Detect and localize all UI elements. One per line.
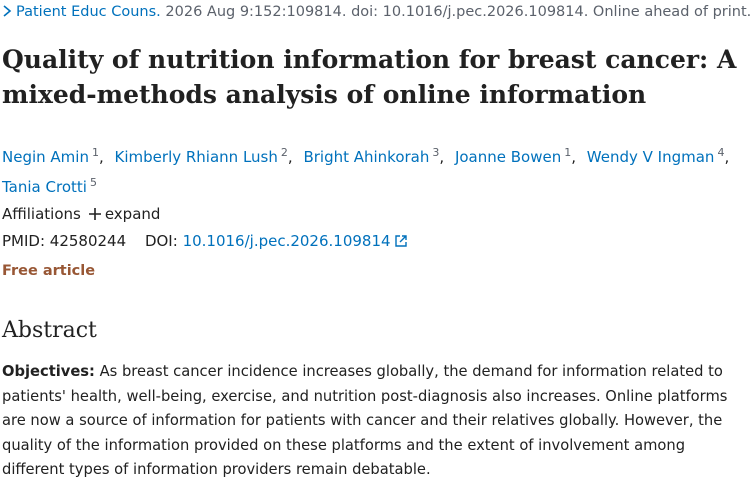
affiliation-number[interactable]: 4 xyxy=(717,146,725,159)
author: Bright Ahinkorah 3 xyxy=(303,146,450,166)
article-title: Quality of nutrition information for bre… xyxy=(2,45,737,109)
affiliations: Affiliations expand xyxy=(2,205,160,223)
objectives-label: Objectives: xyxy=(2,363,95,380)
affiliations-label: Affiliations xyxy=(2,205,81,223)
pmid: 42580244 xyxy=(49,232,127,250)
affiliation-number[interactable]: 2 xyxy=(280,146,288,159)
external-link-icon xyxy=(395,235,408,247)
author: Wendy V Ingman 4 xyxy=(586,146,735,166)
affiliation-number[interactable]: 1 xyxy=(564,146,572,159)
chevron-icon xyxy=(3,5,12,17)
citation: Patient Educ Couns. 2026 Aug 9:152:10981… xyxy=(2,4,750,20)
pmid-label: PMID: xyxy=(2,232,46,250)
journal-link[interactable]: Patient Educ Couns. xyxy=(16,4,161,20)
affiliation-number[interactable]: 1 xyxy=(91,146,99,159)
doi-label: DOI: xyxy=(144,232,178,250)
doi-link[interactable]: 10.1016/j.pec.2026.109814 xyxy=(182,232,391,250)
affiliation-number[interactable]: 5 xyxy=(89,176,97,189)
author-name[interactable]: Joanne Bowen xyxy=(454,148,562,166)
author: Kimberly Rhiann Lush 2 xyxy=(114,146,299,166)
expand-button[interactable]: expand xyxy=(104,205,161,223)
abstract-heading: Abstract xyxy=(2,318,97,343)
author-name[interactable]: Negin Amin xyxy=(2,148,89,166)
plus-icon[interactable] xyxy=(88,208,101,220)
objectives-text: As breast cancer incidence increases glo… xyxy=(2,363,728,479)
affiliation-number[interactable]: 3 xyxy=(432,146,440,159)
abstract-text: Objectives: As breast cancer incidence i… xyxy=(2,360,746,483)
author-name[interactable]: Kimberly Rhiann Lush xyxy=(114,148,278,166)
author-name[interactable]: Bright Ahinkorah xyxy=(303,148,430,166)
author: Joanne Bowen 1 xyxy=(454,146,582,166)
free-article: Free article xyxy=(2,263,96,279)
identifiers: PMID: 42580244 DOI: 10.1016/j.pec.2026.1… xyxy=(2,232,408,250)
author-name[interactable]: Wendy V Ingman xyxy=(586,148,715,166)
author-name[interactable]: Tania Crotti xyxy=(2,178,87,196)
author: Negin Amin 1 xyxy=(2,146,110,166)
citation-details: 2026 Aug 9:152:109814. doi: 10.1016/j.pe… xyxy=(165,4,750,20)
author: Tania Crotti 5 xyxy=(2,176,97,196)
